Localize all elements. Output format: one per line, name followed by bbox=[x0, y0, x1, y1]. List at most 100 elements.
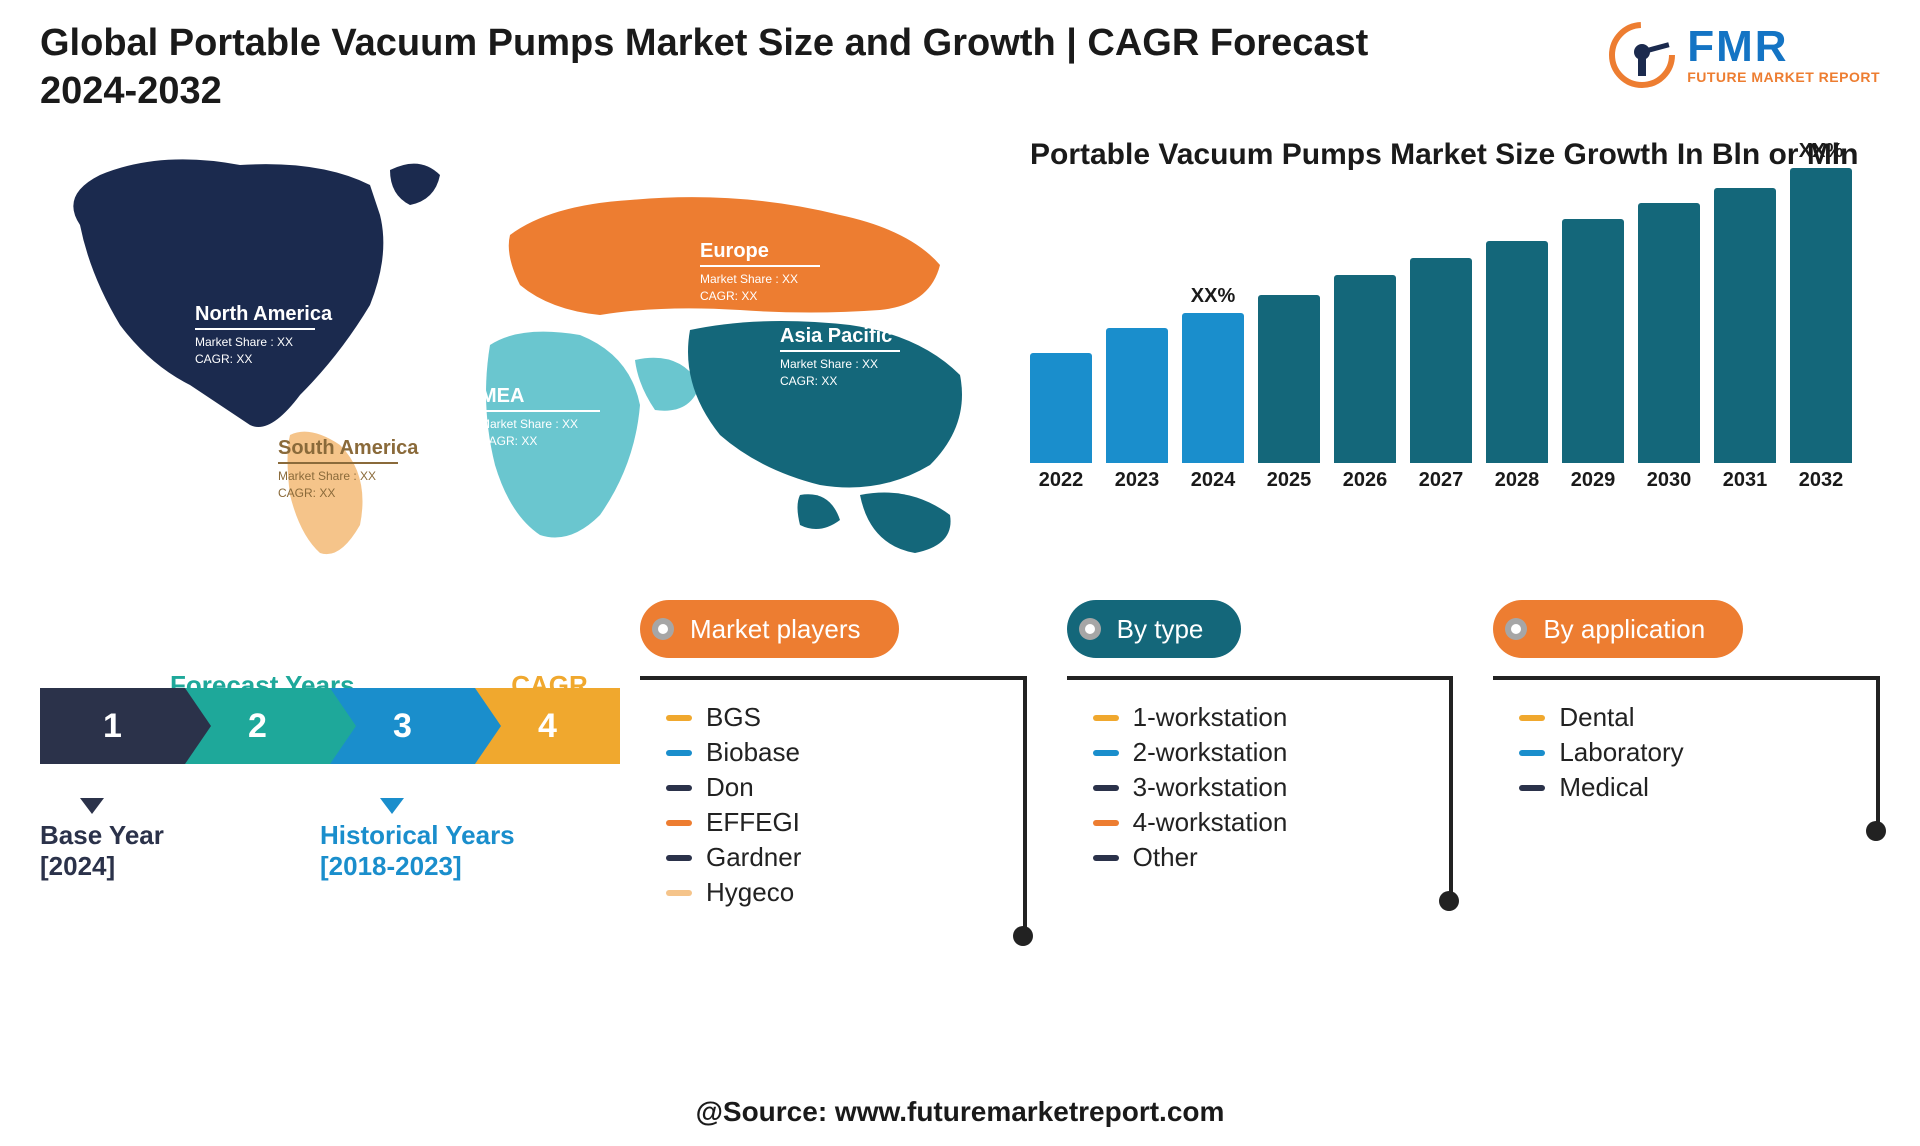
bar-rect bbox=[1562, 219, 1624, 463]
region-divider bbox=[195, 328, 315, 330]
bar-year-label: 2024 bbox=[1191, 469, 1236, 492]
region-cagr: CAGR: XX bbox=[195, 351, 332, 368]
category-market-players: Market playersBGSBiobaseDonEFFEGIGardner… bbox=[640, 600, 1027, 936]
arrow-down-icon bbox=[380, 798, 404, 814]
region-label-north-america: North AmericaMarket Share : XXCAGR: XX bbox=[195, 303, 332, 368]
bullet-icon bbox=[1519, 750, 1545, 756]
bullet-icon bbox=[1519, 785, 1545, 791]
item-text: Dental bbox=[1559, 702, 1634, 733]
region-divider bbox=[700, 265, 820, 267]
category-by-type: By type1-workstation2-workstation3-works… bbox=[1067, 600, 1454, 936]
category-pill: Market players bbox=[640, 600, 899, 658]
list-item: Laboratory bbox=[1519, 737, 1850, 768]
bar-rect bbox=[1714, 188, 1776, 463]
dot-icon bbox=[652, 618, 674, 640]
bar-year-label: 2022 bbox=[1039, 469, 1084, 492]
item-text: Gardner bbox=[706, 842, 801, 873]
category-title: By application bbox=[1543, 614, 1705, 645]
bar-2024: XX%2024 bbox=[1182, 313, 1244, 492]
bottom-row: Forecast Years [2024-2032] CAGR XX%% 123… bbox=[40, 600, 1880, 936]
bar-rect bbox=[1030, 353, 1092, 463]
item-text: Hygeco bbox=[706, 877, 794, 908]
list-item: 2-workstation bbox=[1093, 737, 1424, 768]
region-share: Market Share : XX bbox=[780, 356, 900, 373]
list-item: Hygeco bbox=[666, 877, 997, 908]
timeline-segment-1: 1 bbox=[40, 688, 185, 764]
region-cagr: CAGR: XX bbox=[780, 373, 900, 390]
list-item: Dental bbox=[1519, 702, 1850, 733]
list-item: Biobase bbox=[666, 737, 997, 768]
bar-year-label: 2023 bbox=[1115, 469, 1160, 492]
list-item: 4-workstation bbox=[1093, 807, 1424, 838]
region-name: South America bbox=[278, 437, 418, 460]
region-name: Asia Pacific bbox=[780, 325, 900, 348]
bar-chart: Portable Vacuum Pumps Market Size Growth… bbox=[1030, 135, 1880, 565]
region-divider bbox=[278, 462, 398, 464]
bar-year-label: 2026 bbox=[1343, 469, 1388, 492]
list-item: Other bbox=[1093, 842, 1424, 873]
category-by-application: By application Dental Laboratory Medical bbox=[1493, 600, 1880, 936]
logo: FMR FUTURE MARKET REPORT bbox=[1607, 20, 1880, 90]
category-list: 1-workstation2-workstation3-workstation4… bbox=[1067, 676, 1454, 901]
region-share: Market Share : XX bbox=[195, 334, 332, 351]
bar-year-label: 2028 bbox=[1495, 469, 1540, 492]
bar-rect bbox=[1410, 258, 1472, 463]
bar-2031: 2031 bbox=[1714, 188, 1776, 492]
bar-year-label: 2031 bbox=[1723, 469, 1768, 492]
region-greenland bbox=[390, 164, 440, 205]
timeline-bar: 1234 bbox=[40, 688, 620, 764]
list-item: 1-workstation bbox=[1093, 702, 1424, 733]
bullet-icon bbox=[1093, 785, 1119, 791]
region-label-south-america: South AmericaMarket Share : XXCAGR: XX bbox=[278, 437, 418, 502]
timeline-base-label: Base Year [2024] bbox=[40, 798, 164, 882]
bar-2029: 2029 bbox=[1562, 219, 1624, 492]
region-north-america bbox=[73, 159, 383, 427]
top-row: North AmericaMarket Share : XXCAGR: XX So… bbox=[40, 135, 1880, 565]
timeline-bottom-labels: Base Year [2024] Historical Years [2018-… bbox=[40, 774, 620, 884]
bar-year-label: 2030 bbox=[1647, 469, 1692, 492]
region-australia bbox=[860, 493, 951, 554]
category-pill: By application bbox=[1493, 600, 1743, 658]
chart-title: Portable Vacuum Pumps Market Size Growth… bbox=[1030, 135, 1880, 174]
bullet-icon bbox=[666, 785, 692, 791]
page-title: Global Portable Vacuum Pumps Market Size… bbox=[40, 20, 1440, 115]
bar-2026: 2026 bbox=[1334, 275, 1396, 492]
logo-fmr: FMR bbox=[1687, 25, 1788, 69]
bullet-icon bbox=[666, 855, 692, 861]
item-text: BGS bbox=[706, 702, 761, 733]
region-cagr: CAGR: XX bbox=[700, 288, 820, 305]
region-share: Market Share : XX bbox=[278, 468, 418, 485]
bar-year-label: 2027 bbox=[1419, 469, 1464, 492]
bar-rect bbox=[1334, 275, 1396, 463]
bar-2030: 2030 bbox=[1638, 203, 1700, 492]
bullet-icon bbox=[1519, 715, 1545, 721]
bullet-icon bbox=[1093, 750, 1119, 756]
bullet-icon bbox=[666, 820, 692, 826]
logo-text: FMR FUTURE MARKET REPORT bbox=[1687, 25, 1880, 85]
bullet-icon bbox=[666, 715, 692, 721]
bars-container: 2022 2023 XX%2024 2025 2026 2027 2028 2029 2030 2… bbox=[1030, 182, 1880, 492]
bar-2027: 2027 bbox=[1410, 258, 1472, 492]
bar-2032: XX%2032 bbox=[1790, 168, 1852, 492]
region-share: Market Share : XX bbox=[480, 416, 600, 433]
list-item: Don bbox=[666, 772, 997, 803]
category-list: BGSBiobaseDonEFFEGIGardnerHygeco bbox=[640, 676, 1027, 936]
region-cagr: CAGR: XX bbox=[480, 433, 600, 450]
logo-icon bbox=[1607, 20, 1677, 90]
bar-rect bbox=[1790, 168, 1852, 463]
region-divider bbox=[480, 410, 600, 412]
item-text: Laboratory bbox=[1559, 737, 1683, 768]
region-share: Market Share : XX bbox=[700, 271, 820, 288]
bar-year-label: 2025 bbox=[1267, 469, 1312, 492]
region-label-mea: MEAMarket Share : XXCAGR: XX bbox=[480, 385, 600, 450]
category-pill: By type bbox=[1067, 600, 1242, 658]
dot-icon bbox=[1079, 618, 1101, 640]
region-label-europe: EuropeMarket Share : XXCAGR: XX bbox=[700, 240, 820, 305]
category-title: By type bbox=[1117, 614, 1204, 645]
header: Global Portable Vacuum Pumps Market Size… bbox=[40, 20, 1880, 115]
list-item: Medical bbox=[1519, 772, 1850, 803]
category-list: Dental Laboratory Medical bbox=[1493, 676, 1880, 831]
list-item: Gardner bbox=[666, 842, 997, 873]
bar-2023: 2023 bbox=[1106, 328, 1168, 492]
logo-subtitle: FUTURE MARKET REPORT bbox=[1687, 69, 1880, 85]
